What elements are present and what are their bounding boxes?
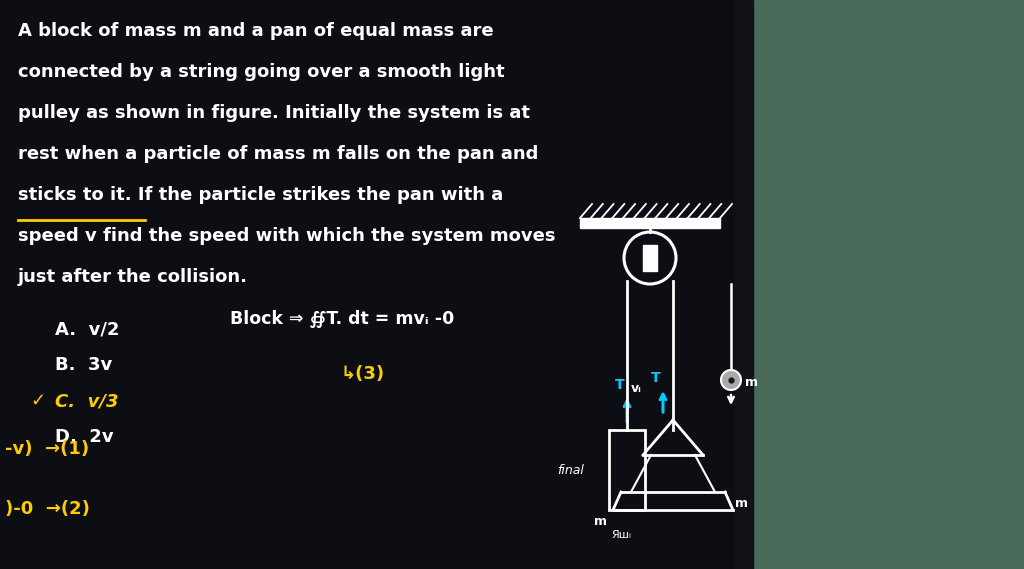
Text: pulley as shown in figure. Initially the system is at: pulley as shown in figure. Initially the… (18, 104, 530, 122)
Text: D.  2v: D. 2v (55, 428, 114, 446)
Text: B.  3v: B. 3v (55, 356, 113, 374)
Text: ↳(3): ↳(3) (340, 365, 384, 383)
Text: C.  v/3: C. v/3 (55, 392, 119, 410)
Bar (753, 0, 1024, 569)
Bar (0, 0, 790, 569)
Text: just after the collision.: just after the collision. (18, 268, 248, 286)
Text: final: final (557, 464, 584, 476)
Text: Яшᵢ: Яшᵢ (611, 530, 631, 540)
Text: rest when a particle of mass m falls on the pan and: rest when a particle of mass m falls on … (18, 145, 539, 163)
Text: ✓: ✓ (30, 392, 45, 410)
Bar (735, 0, 753, 569)
Text: sticks to it. If the particle strikes the pan with a: sticks to it. If the particle strikes th… (18, 186, 503, 204)
Text: connected by a string going over a smooth light: connected by a string going over a smoot… (18, 63, 505, 81)
Bar (643, 245, 657, 271)
Text: -v)  →(1): -v) →(1) (5, 440, 89, 458)
Circle shape (721, 370, 741, 390)
Text: m: m (745, 376, 758, 389)
Text: vᵢ: vᵢ (631, 382, 642, 395)
Text: Block ⇒ ∯T. dt = mvᵢ -0: Block ⇒ ∯T. dt = mvᵢ -0 (230, 310, 455, 328)
Text: T: T (615, 378, 625, 392)
Bar (609, 430, 645, 510)
Bar (580, 218, 720, 228)
Text: A.  v/2: A. v/2 (55, 320, 120, 338)
Text: )-0  →(2): )-0 →(2) (5, 500, 90, 518)
Text: T: T (651, 371, 660, 385)
Text: speed v find the speed with which the system moves: speed v find the speed with which the sy… (18, 227, 555, 245)
Text: m: m (594, 515, 607, 528)
Text: m: m (735, 497, 748, 510)
Text: A block of mass m and a pan of equal mass are: A block of mass m and a pan of equal mas… (18, 22, 494, 40)
